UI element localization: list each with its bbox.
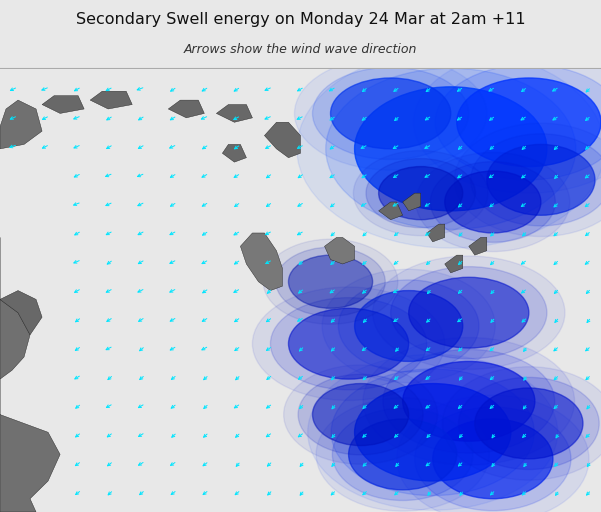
Ellipse shape — [413, 51, 601, 193]
Ellipse shape — [322, 269, 495, 382]
Polygon shape — [168, 100, 204, 118]
Ellipse shape — [403, 361, 535, 441]
Ellipse shape — [363, 337, 575, 465]
Ellipse shape — [409, 278, 529, 348]
Ellipse shape — [288, 308, 409, 379]
Ellipse shape — [332, 409, 473, 501]
Ellipse shape — [433, 419, 553, 499]
Ellipse shape — [313, 68, 469, 159]
Polygon shape — [379, 202, 403, 220]
Polygon shape — [0, 291, 42, 335]
Polygon shape — [90, 91, 132, 109]
Ellipse shape — [353, 151, 488, 236]
Ellipse shape — [263, 239, 398, 324]
Polygon shape — [264, 122, 300, 158]
Ellipse shape — [331, 78, 451, 149]
Ellipse shape — [297, 50, 601, 248]
Ellipse shape — [471, 134, 601, 226]
Ellipse shape — [457, 78, 601, 166]
Polygon shape — [427, 224, 445, 242]
Ellipse shape — [270, 297, 427, 390]
Ellipse shape — [366, 159, 475, 228]
Ellipse shape — [355, 87, 547, 211]
Ellipse shape — [284, 365, 438, 464]
Ellipse shape — [326, 68, 576, 229]
Ellipse shape — [294, 57, 487, 170]
Ellipse shape — [313, 383, 409, 445]
Ellipse shape — [415, 407, 571, 510]
Ellipse shape — [445, 171, 541, 233]
Ellipse shape — [430, 162, 555, 242]
Ellipse shape — [298, 374, 423, 455]
Ellipse shape — [355, 291, 463, 361]
Ellipse shape — [454, 123, 601, 237]
Polygon shape — [469, 238, 487, 255]
Ellipse shape — [373, 256, 565, 369]
Ellipse shape — [459, 377, 599, 470]
Polygon shape — [0, 238, 60, 512]
Ellipse shape — [391, 267, 547, 359]
Ellipse shape — [475, 388, 583, 459]
Polygon shape — [0, 100, 42, 149]
Ellipse shape — [276, 247, 385, 316]
Text: Arrows show the wind wave direction: Arrows show the wind wave direction — [184, 44, 417, 56]
Ellipse shape — [308, 354, 558, 510]
Polygon shape — [445, 255, 463, 273]
Ellipse shape — [331, 369, 534, 496]
Ellipse shape — [487, 144, 595, 215]
Polygon shape — [403, 193, 421, 211]
Polygon shape — [240, 233, 282, 291]
Ellipse shape — [416, 153, 570, 251]
Ellipse shape — [316, 398, 489, 511]
Polygon shape — [222, 144, 246, 162]
Ellipse shape — [379, 166, 463, 220]
Ellipse shape — [442, 367, 601, 480]
Ellipse shape — [435, 65, 601, 180]
Ellipse shape — [338, 280, 479, 372]
Ellipse shape — [252, 287, 445, 400]
Polygon shape — [325, 238, 355, 264]
Ellipse shape — [349, 419, 457, 490]
Ellipse shape — [288, 255, 373, 308]
Ellipse shape — [383, 350, 555, 453]
Polygon shape — [42, 96, 84, 114]
Ellipse shape — [397, 395, 589, 512]
Ellipse shape — [355, 383, 511, 481]
Text: Secondary Swell energy on Monday 24 Mar at 2am +11: Secondary Swell energy on Monday 24 Mar … — [76, 12, 525, 27]
Polygon shape — [216, 104, 252, 122]
